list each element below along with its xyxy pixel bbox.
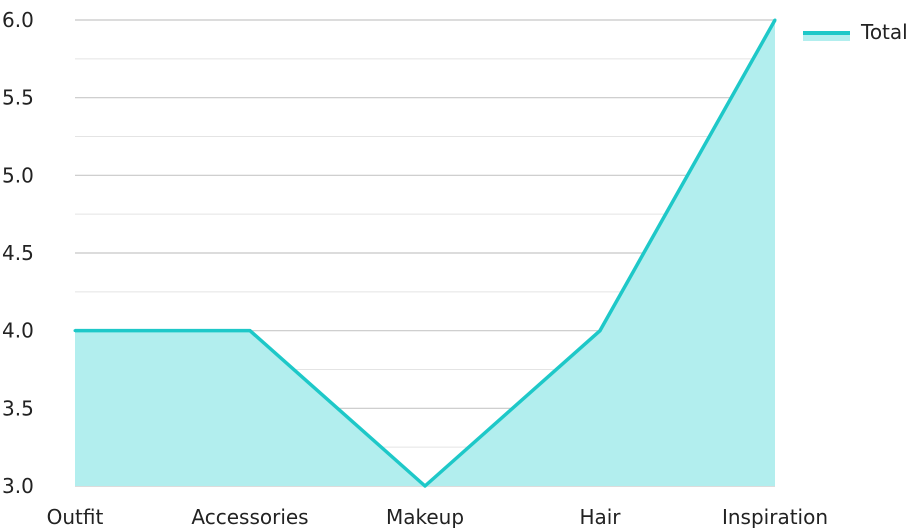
y-tick-label: 4.0: [2, 319, 34, 343]
legend-label-total: Total: [860, 20, 908, 44]
legend-swatch-fill: [803, 33, 850, 41]
line-layer: [73, 18, 777, 488]
x-tick-label: Inspiration: [722, 505, 828, 528]
x-tick-label: Hair: [579, 505, 621, 528]
data-point: [248, 329, 252, 333]
y-tick-label: 6.0: [2, 8, 34, 32]
x-tick-label: Accessories: [191, 505, 308, 528]
area-layer: [75, 20, 775, 486]
y-tick-label: 5.0: [2, 163, 34, 187]
data-point: [773, 18, 777, 22]
y-tick-label: 5.5: [2, 86, 34, 110]
y-axis-ticks: 3.0 3.5 4.0 4.5 5.0 5.5 6.0: [2, 8, 34, 498]
data-point: [598, 329, 602, 333]
y-tick-label: 3.0: [2, 474, 34, 498]
x-tick-label: Makeup: [386, 505, 464, 528]
data-point: [423, 484, 427, 488]
data-point: [73, 329, 77, 333]
y-tick-label: 4.5: [2, 241, 34, 265]
x-axis-ticks: Outfit Accessories Makeup Hair Inspiration: [47, 505, 828, 529]
area-fill-total: [75, 20, 775, 486]
y-tick-label: 3.5: [2, 396, 34, 420]
legend: Total: [803, 20, 908, 44]
x-tick-label: Outfit: [47, 505, 104, 528]
